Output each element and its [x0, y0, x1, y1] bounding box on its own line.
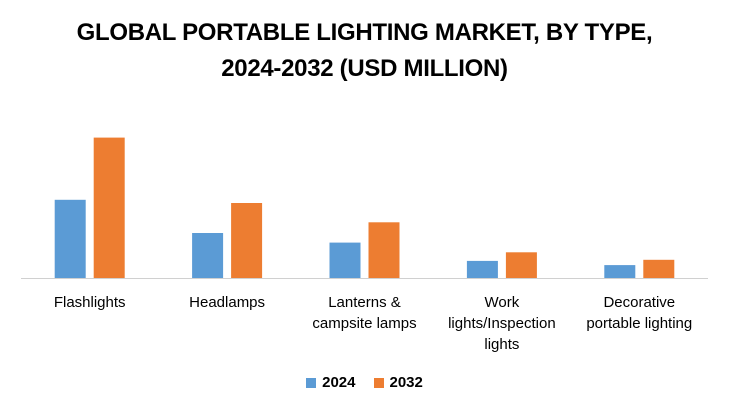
bar-2024-2	[329, 242, 361, 278]
x-tick-label: Flashlights	[15, 292, 165, 313]
bar-2032-1	[231, 203, 263, 278]
bar-2024-0	[54, 199, 86, 278]
x-tick-label: Headlamps	[152, 292, 302, 313]
x-tick-label-line: lights	[484, 336, 520, 353]
legend-label-2032: 2032	[389, 374, 423, 391]
x-tick-label-line: Work	[484, 294, 520, 311]
x-tick-label-line: Flashlights	[53, 294, 126, 311]
x-tick-label-line: Headlamps	[189, 294, 266, 311]
bar-2024-3	[466, 260, 498, 278]
legend: 2024 2032	[0, 374, 729, 391]
legend-item-2024: 2024	[306, 374, 356, 391]
x-tick-label: Decorative portable lighting	[564, 292, 714, 334]
bar-2032-0	[93, 137, 125, 278]
x-tick-label-line: Lanterns &	[328, 294, 401, 311]
x-tick-label-line: campsite lamps	[312, 315, 417, 332]
bar-2024-4	[604, 265, 636, 278]
bar-2024-1	[192, 233, 224, 278]
chart-title-line2: 2024-2032 (USD MILLION)	[221, 55, 508, 82]
x-tick-label-line: portable lighting	[586, 315, 693, 332]
x-tick-label-line: Decorative	[603, 294, 676, 311]
chart-title-line1: GLOBAL PORTABLE LIGHTING MARKET, BY TYPE…	[76, 19, 653, 46]
bar-2032-3	[505, 252, 537, 278]
bar-2032-4	[643, 259, 675, 278]
legend-item-2032: 2032	[373, 374, 423, 391]
bar-2032-2	[368, 222, 400, 278]
x-tick-label-line: lights/Inspection	[448, 315, 556, 332]
legend-swatch-2024	[306, 377, 317, 388]
x-tick-label: Lanterns & campsite lamps	[290, 292, 440, 334]
legend-swatch-2032	[373, 377, 384, 388]
x-tick-label: Work lights/Inspection lights	[427, 292, 577, 355]
legend-label-2024: 2024	[322, 374, 356, 391]
